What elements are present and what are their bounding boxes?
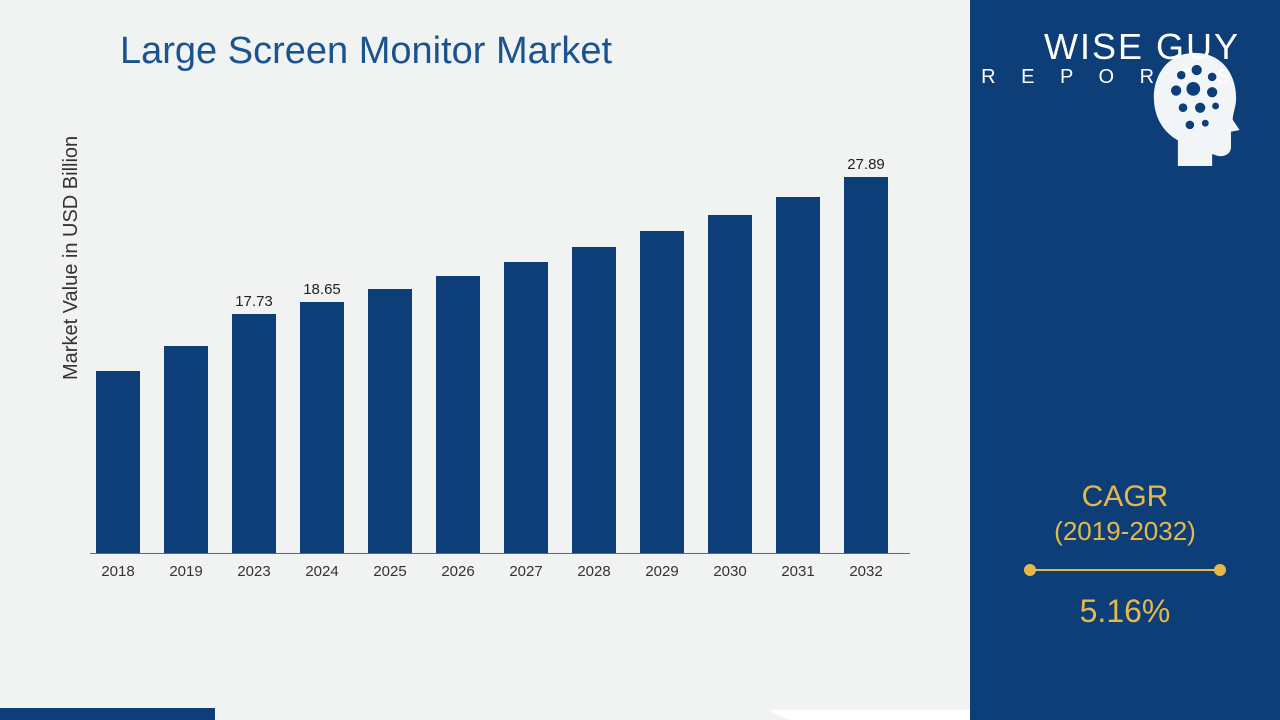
bar bbox=[844, 177, 888, 553]
bottom-accent-strip bbox=[0, 708, 215, 720]
x-tick-label: 2032 bbox=[836, 563, 896, 580]
cagr-divider bbox=[1030, 569, 1220, 571]
bar bbox=[572, 247, 616, 553]
bar-value-label: 18.65 bbox=[292, 281, 352, 298]
side-panel: WISE GUY R E P O R T S CAGR (2019-2032) … bbox=[970, 0, 1280, 720]
x-tick-label: 2023 bbox=[224, 563, 284, 580]
x-tick-label: 2018 bbox=[88, 563, 148, 580]
x-tick-label: 2030 bbox=[700, 563, 760, 580]
bar-plot: 2018 2019 17.73 2023 18.65 2024 2025 2026 2027 20… bbox=[90, 150, 910, 600]
x-tick-label: 2027 bbox=[496, 563, 556, 580]
bar bbox=[776, 197, 820, 553]
chart-panel: Large Screen Monitor Market Market Value… bbox=[0, 0, 970, 710]
brand-logo: WISE GUY R E P O R T S bbox=[981, 26, 1240, 89]
x-tick-label: 2026 bbox=[428, 563, 488, 580]
x-tick-label: 2028 bbox=[564, 563, 624, 580]
cagr-label: CAGR bbox=[1010, 480, 1240, 514]
bar bbox=[708, 215, 752, 553]
bar-value-label: 27.89 bbox=[836, 156, 896, 173]
y-axis-label: Market Value in USD Billion bbox=[60, 136, 83, 380]
bar bbox=[368, 289, 412, 553]
bar bbox=[504, 262, 548, 553]
chart-title: Large Screen Monitor Market bbox=[120, 30, 612, 73]
cagr-block: CAGR (2019-2032) 5.16% bbox=[1010, 480, 1240, 630]
cagr-range: (2019-2032) bbox=[1010, 516, 1240, 547]
bar bbox=[164, 346, 208, 553]
x-tick-label: 2025 bbox=[360, 563, 420, 580]
x-tick-label: 2029 bbox=[632, 563, 692, 580]
stage: WISE GUY R E P O R T S Large Screen Moni… bbox=[0, 0, 1280, 720]
x-axis-line bbox=[90, 553, 910, 554]
bar bbox=[232, 314, 276, 553]
cagr-value: 5.16% bbox=[1010, 593, 1240, 630]
bar bbox=[96, 371, 140, 553]
x-tick-label: 2024 bbox=[292, 563, 352, 580]
brand-head-icon bbox=[1140, 46, 1250, 166]
bar-value-label: 17.73 bbox=[224, 293, 284, 310]
x-tick-label: 2019 bbox=[156, 563, 216, 580]
x-tick-label: 2031 bbox=[768, 563, 828, 580]
bar bbox=[640, 231, 684, 553]
bar bbox=[436, 276, 480, 553]
bar bbox=[300, 302, 344, 553]
